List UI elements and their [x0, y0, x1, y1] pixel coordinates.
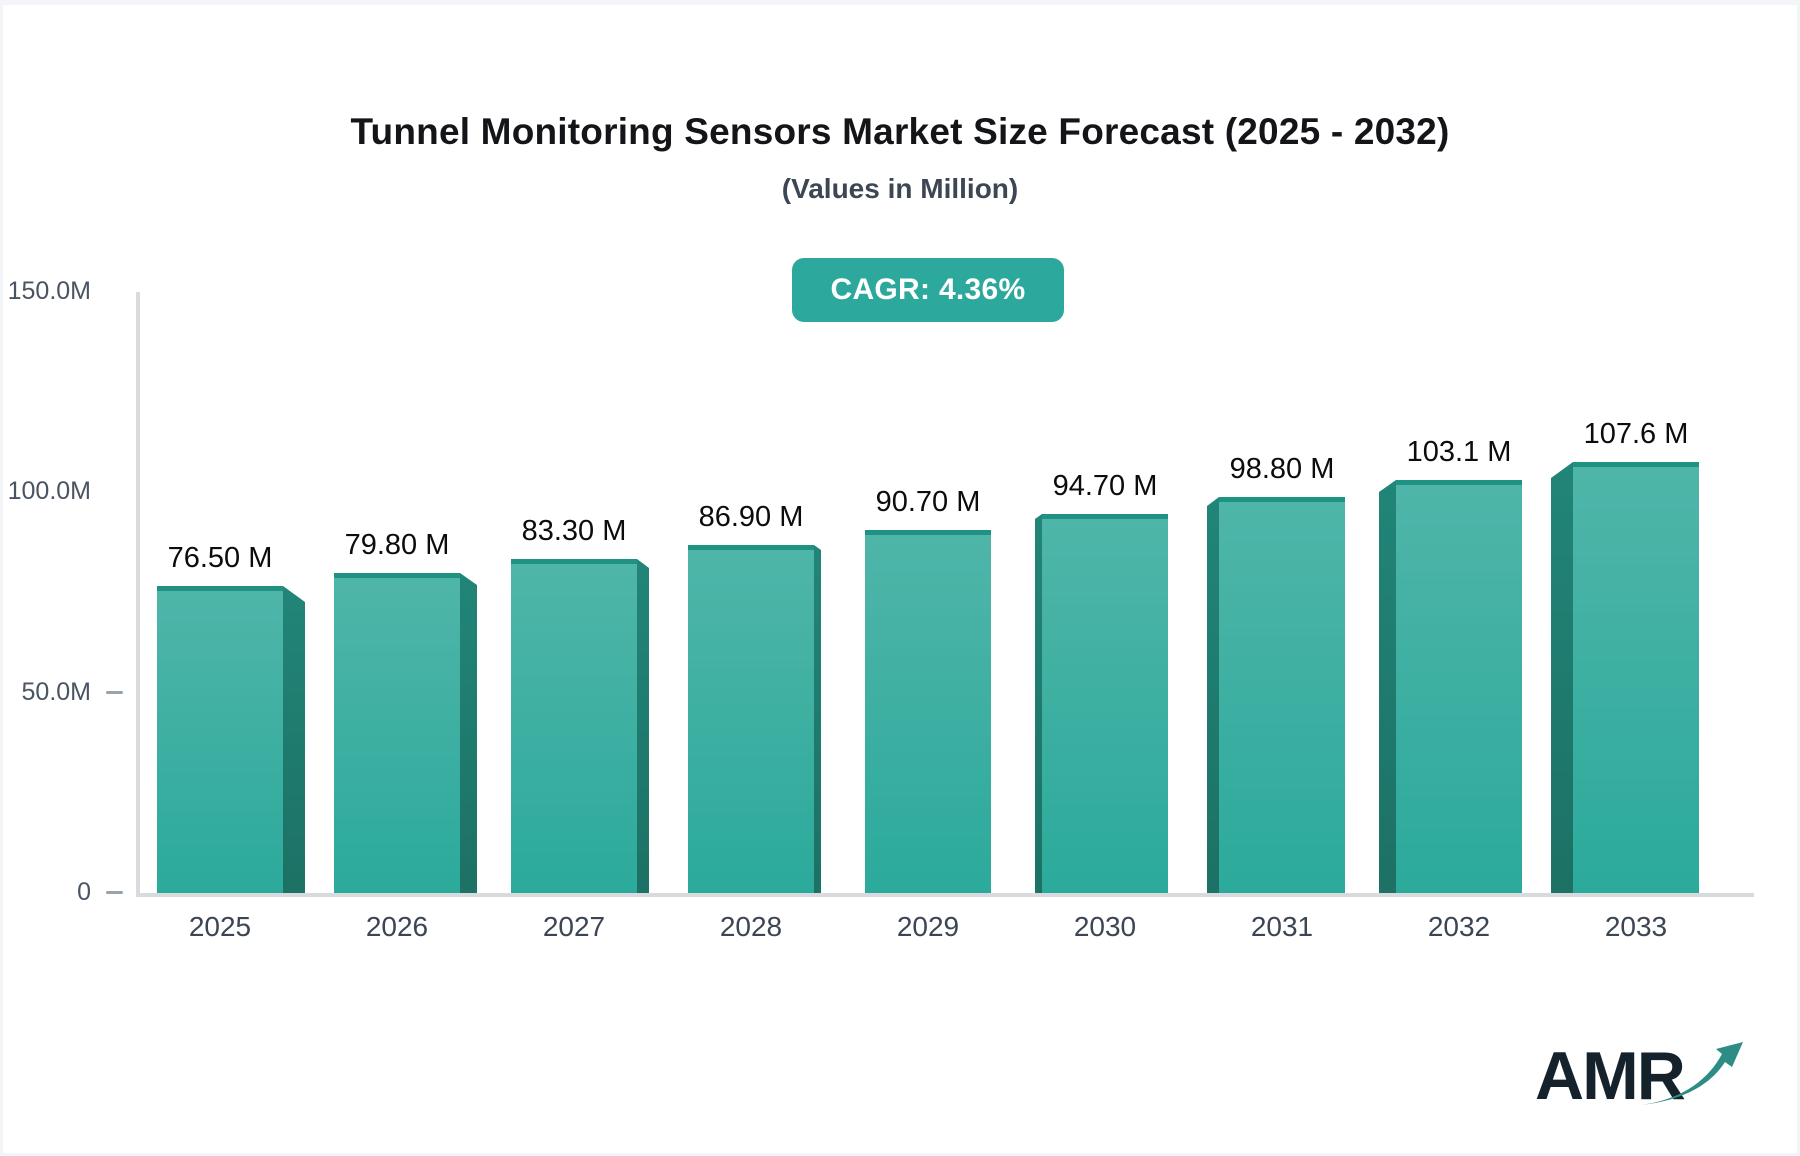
amr-logo: AMR	[1535, 1037, 1743, 1127]
bar-2028[interactable]	[688, 545, 814, 893]
cagr-badge: CAGR: 4.36%	[792, 258, 1064, 322]
bar-group-2030	[1035, 514, 1168, 893]
chart-card: Tunnel Monitoring Sensors Market Size Fo…	[3, 5, 1797, 1153]
bar-value-label: 98.80 M	[1229, 453, 1335, 485]
bar-2031[interactable]	[1219, 497, 1345, 893]
growth-arrow-icon	[1641, 1042, 1743, 1105]
x-axis-label-2027: 2027	[542, 911, 606, 942]
bar-side-face	[460, 573, 477, 893]
x-axis-label-2026: 2026	[365, 911, 429, 942]
bar-group-2029	[865, 530, 991, 893]
cagr-badge-label: CAGR: 4.36%	[830, 273, 1026, 306]
x-axis-label-2031: 2031	[1250, 911, 1314, 942]
bar-2030[interactable]	[1042, 514, 1168, 893]
bar-group-2026	[334, 573, 477, 893]
bar-side-face	[1035, 514, 1042, 893]
bar-group-2028	[688, 545, 821, 893]
bar-group-2027	[511, 559, 649, 893]
y-axis-tick-label: 150.0M	[7, 277, 91, 305]
bar-group-2031	[1207, 497, 1345, 893]
chart-subtitle: (Values in Million)	[781, 173, 1019, 204]
bar-2029[interactable]	[865, 530, 991, 893]
y-axis-tick-label: 50.0M	[21, 677, 91, 706]
bar-group-2033	[1551, 462, 1699, 893]
bar-2027[interactable]	[511, 559, 637, 893]
x-axis-label-2030: 2030	[1073, 911, 1137, 942]
bar-value-label: 79.80 M	[344, 529, 450, 561]
bar-side-face	[814, 545, 821, 893]
bar-2025[interactable]	[157, 586, 283, 893]
x-axis-label-2028: 2028	[719, 911, 783, 942]
bar-2032[interactable]	[1396, 480, 1522, 893]
plot-area: 150.0M 100.0M 50.0M 0 76.50 M 2025 79.80 M 2026…	[8, 277, 1754, 942]
bar-2033[interactable]	[1573, 462, 1699, 893]
y-axis-tick-mark	[106, 690, 123, 694]
bar-2026[interactable]	[334, 573, 460, 893]
bar-value-label: 90.70 M	[875, 486, 981, 518]
bar-value-label: 94.70 M	[1052, 470, 1158, 502]
bar-value-label: 76.50 M	[167, 542, 273, 574]
bar-value-label: 83.30 M	[521, 515, 627, 547]
y-axis-tick-label: 100.0M	[7, 477, 91, 506]
bar-value-label: 107.6 M	[1583, 418, 1689, 450]
x-axis-label-2033: 2033	[1604, 911, 1668, 942]
x-axis-label-2025: 2025	[188, 911, 252, 942]
bar-side-face	[1551, 462, 1573, 893]
bar-value-label: 103.1 M	[1406, 436, 1512, 468]
chart-title: Tunnel Monitoring Sensors Market Size Fo…	[350, 111, 1450, 152]
bar-side-face	[637, 559, 649, 893]
x-axis-label-2029: 2029	[896, 911, 960, 942]
x-axis-label-2032: 2032	[1427, 911, 1491, 942]
bar-value-label: 86.90 M	[698, 501, 804, 533]
y-axis-tick-label: 0	[77, 878, 91, 906]
bar-side-face	[1379, 480, 1396, 893]
bar-side-face	[283, 586, 305, 893]
bar-group-2025	[157, 586, 305, 893]
y-axis-tick-mark	[106, 891, 123, 894]
bar-side-face	[1207, 497, 1219, 893]
bar-group-2032	[1379, 480, 1522, 893]
